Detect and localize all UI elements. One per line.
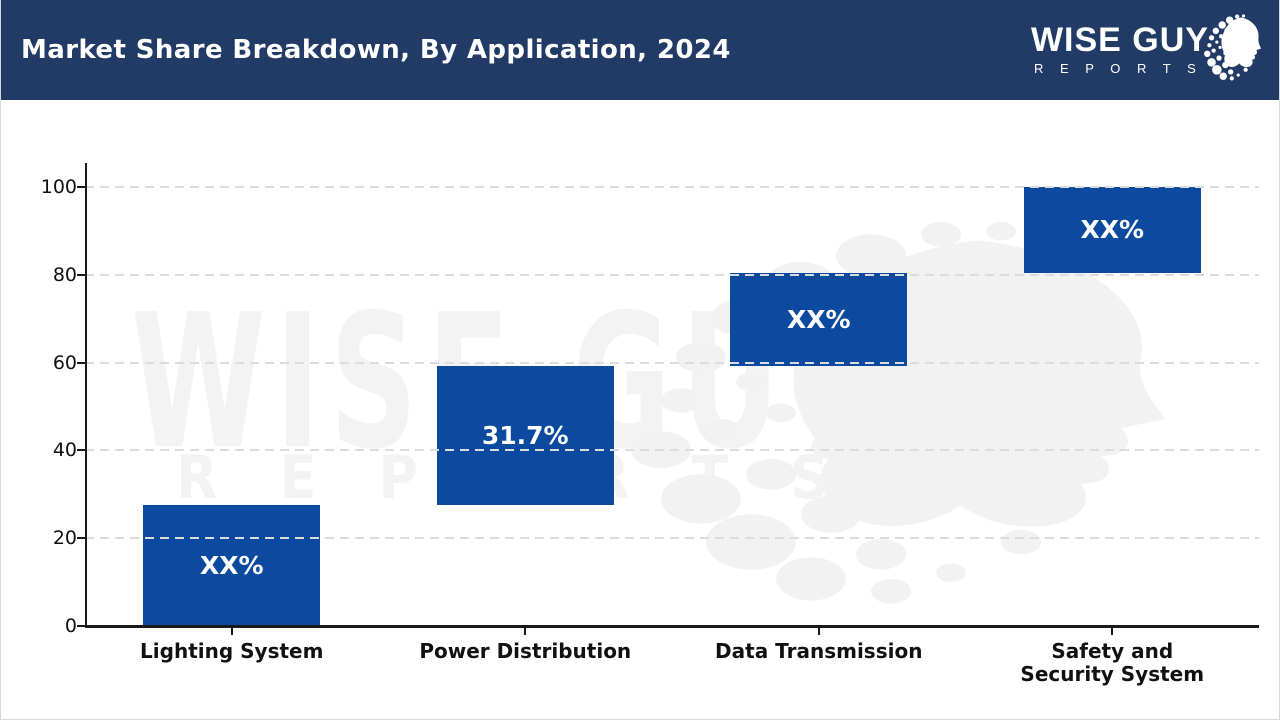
x-category-label-line: Lighting System — [140, 639, 324, 663]
x-category-label-line: Safety and — [1051, 639, 1174, 663]
y-tick-label-40: 40 — [52, 439, 77, 462]
x-tick-mark-safety-and-security-system — [1111, 628, 1114, 635]
x-category-label-line: Power Distribution — [419, 639, 632, 663]
y-tick-mark-20 — [77, 537, 85, 540]
x-category-label-line: Security System — [1020, 662, 1205, 686]
gridline-100 — [85, 186, 1259, 188]
y-tick-mark-60 — [77, 361, 85, 364]
x-category-label-lighting-system: Lighting System — [92, 640, 372, 663]
y-tick-mark-0 — [77, 625, 85, 627]
y-tick-label-80: 80 — [52, 263, 77, 286]
chart-title: Market Share Breakdown, By Application, … — [21, 35, 731, 65]
logo-wordmark-bottom: R E P O R T S — [1033, 60, 1203, 76]
wise-guy-reports-logo: WISE GUY R E P O R T S — [1031, 13, 1267, 85]
x-tick-mark-data-transmission — [817, 628, 820, 635]
y-tick-label-0: 0 — [64, 615, 77, 637]
bar-power-distribution: 31.7% — [436, 366, 614, 506]
x-tick-mark-lighting-system — [230, 628, 233, 635]
y-tick-mark-80 — [77, 273, 85, 276]
label-layer: Lighting System Power Distribution Data Tr… — [1, 100, 1279, 719]
x-axis-line — [85, 625, 1259, 628]
logo-wordmark: WISE GUY R E P O R T S — [1031, 23, 1209, 76]
y-tick-label-60: 60 — [52, 351, 77, 374]
x-category-label-data-transmission: Data Transmission — [679, 640, 959, 663]
bar-value-label-lighting-system: XX% — [199, 551, 264, 581]
x-category-label-line: Data Transmission — [715, 639, 923, 663]
bar-lighting-system: XX% — [143, 505, 321, 626]
y-tick-label-100: 100 — [40, 176, 77, 198]
bar-value-label-power-distribution: 31.7% — [481, 421, 569, 451]
axis-layer — [1, 100, 1279, 719]
y-tick-mark-100 — [77, 186, 85, 188]
chart-area: WISE GUY R E P O R T S XX%31.7%XX%XX% Li… — [1, 100, 1279, 719]
logo-face-icon — [1203, 13, 1267, 85]
x-category-label-power-distribution: Power Distribution — [385, 640, 665, 663]
y-tick-label-20: 20 — [52, 527, 77, 550]
ticks-layer: 0 20 40 60 80 100 — [1, 100, 1279, 719]
x-category-label-safety-and-security-system: Safety and Security System — [972, 640, 1252, 686]
x-tick-mark-power-distribution — [524, 628, 527, 635]
y-axis-line — [85, 163, 87, 628]
header-bar: Market Share Breakdown, By Application, … — [1, 0, 1279, 100]
y-tick-mark-40 — [77, 449, 85, 452]
logo-wordmark-top: WISE GUY — [1030, 20, 1209, 59]
